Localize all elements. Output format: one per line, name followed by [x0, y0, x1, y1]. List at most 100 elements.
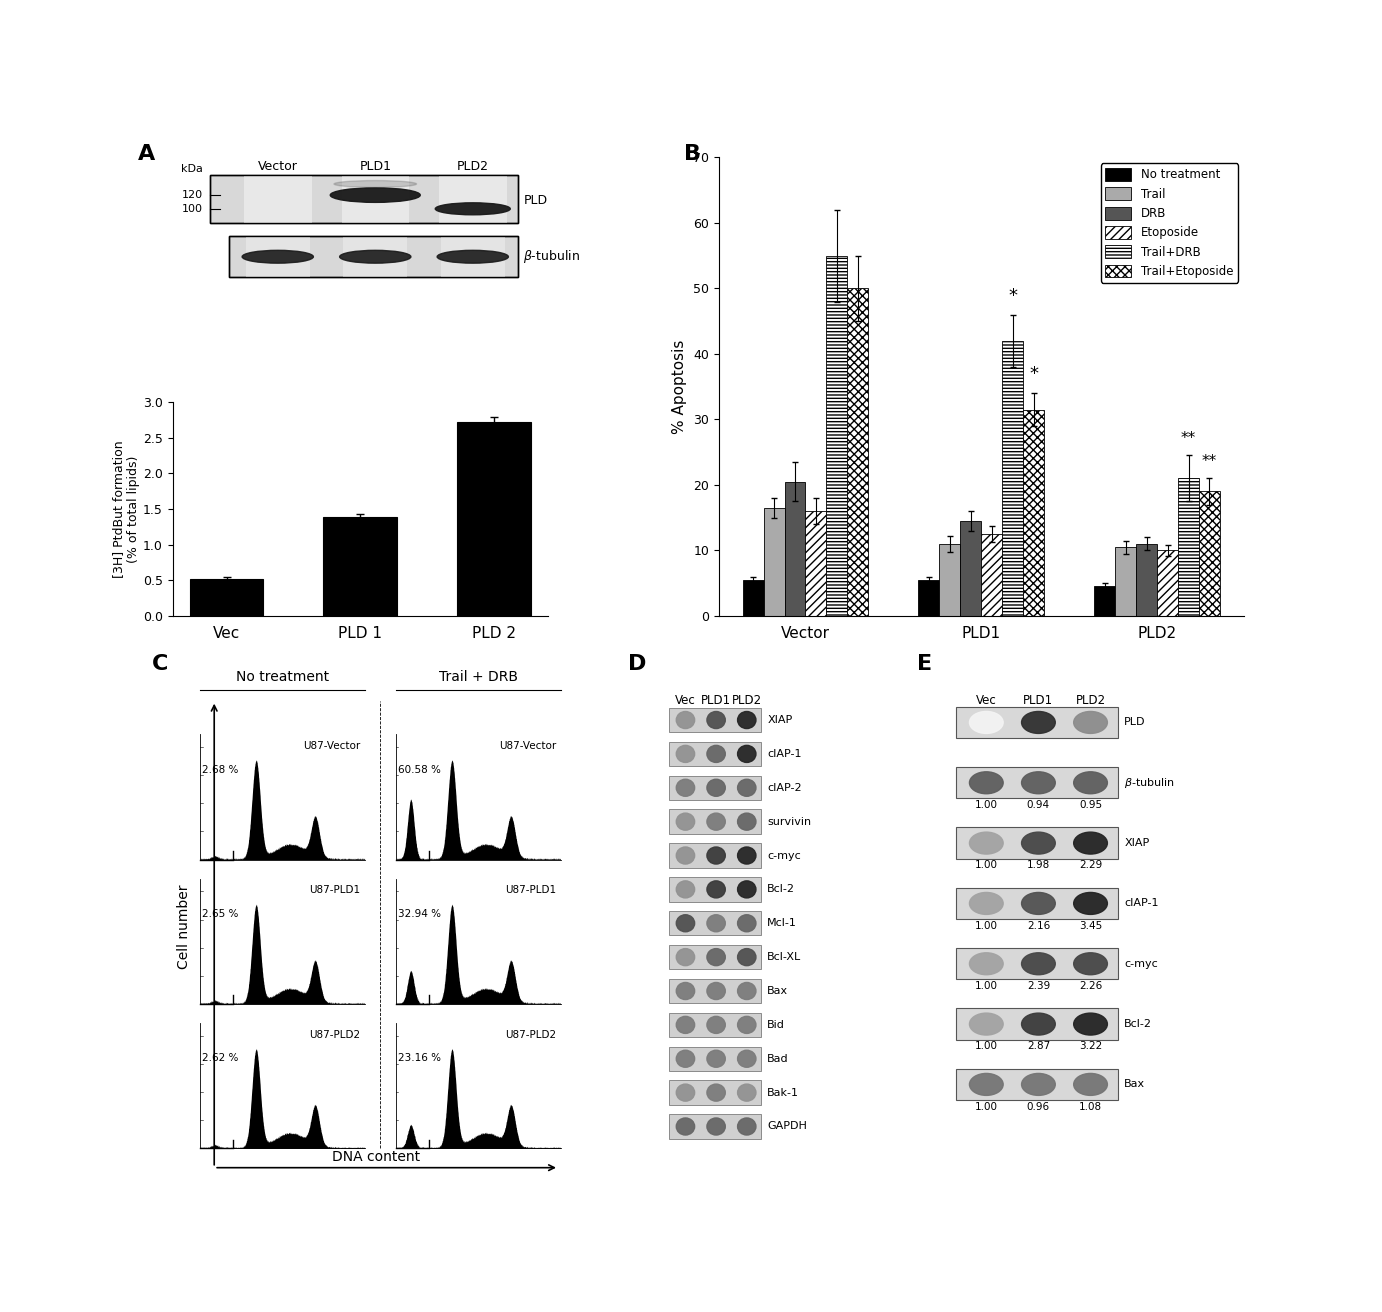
- Bar: [323, 517, 397, 615]
- Ellipse shape: [1074, 892, 1107, 914]
- Text: Bcl-2: Bcl-2: [767, 884, 795, 895]
- Bar: [1115, 547, 1136, 615]
- Ellipse shape: [969, 892, 1003, 914]
- Ellipse shape: [708, 1084, 726, 1101]
- Text: *: *: [1030, 365, 1038, 383]
- Legend: No treatment, Trail, DRB, Etoposide, Trail+DRB, Trail+Etoposide: No treatment, Trail, DRB, Etoposide, Tra…: [1100, 163, 1238, 282]
- Ellipse shape: [1074, 711, 1107, 733]
- FancyBboxPatch shape: [669, 1047, 761, 1071]
- Text: 120: 120: [181, 190, 203, 201]
- Ellipse shape: [708, 880, 726, 897]
- FancyBboxPatch shape: [246, 236, 310, 277]
- Text: PLD1: PLD1: [701, 694, 731, 707]
- Ellipse shape: [708, 745, 726, 762]
- Ellipse shape: [738, 848, 756, 865]
- Text: *: *: [1009, 287, 1017, 304]
- Text: cIAP-2: cIAP-2: [767, 783, 802, 792]
- Ellipse shape: [676, 949, 695, 966]
- FancyBboxPatch shape: [669, 945, 761, 970]
- FancyBboxPatch shape: [669, 1114, 761, 1139]
- Ellipse shape: [969, 771, 1003, 794]
- Text: 3.45: 3.45: [1079, 921, 1103, 930]
- FancyBboxPatch shape: [669, 708, 761, 732]
- Ellipse shape: [1021, 1013, 1056, 1035]
- Ellipse shape: [708, 949, 726, 966]
- FancyBboxPatch shape: [669, 1013, 761, 1036]
- Ellipse shape: [330, 188, 420, 202]
- Bar: [1200, 492, 1220, 615]
- FancyBboxPatch shape: [956, 1069, 1118, 1099]
- Text: Cell number: Cell number: [177, 884, 191, 970]
- Text: Bcl-XL: Bcl-XL: [767, 953, 802, 962]
- Text: 2.26: 2.26: [1079, 981, 1103, 991]
- Text: 1.00: 1.00: [974, 1042, 998, 1051]
- Text: c-myc: c-myc: [767, 850, 802, 861]
- Ellipse shape: [738, 1050, 756, 1067]
- Text: Trail + DRB: Trail + DRB: [438, 669, 518, 684]
- Text: Vector: Vector: [258, 160, 297, 173]
- Ellipse shape: [708, 1017, 726, 1034]
- FancyBboxPatch shape: [210, 174, 518, 223]
- Text: Vec: Vec: [674, 694, 695, 707]
- Text: **: **: [1180, 430, 1197, 446]
- Bar: [919, 580, 940, 615]
- Ellipse shape: [738, 1084, 756, 1101]
- Y-axis label: [3H] PtdBut formation
(% of total lipids): [3H] PtdBut formation (% of total lipids…: [112, 440, 140, 577]
- Bar: [1002, 341, 1023, 615]
- Bar: [457, 422, 531, 615]
- Ellipse shape: [242, 251, 314, 264]
- Bar: [1157, 550, 1177, 615]
- Ellipse shape: [738, 1017, 756, 1034]
- Text: Bax: Bax: [767, 987, 788, 996]
- Text: 1.00: 1.00: [974, 800, 998, 810]
- Bar: [806, 512, 826, 615]
- Ellipse shape: [1021, 892, 1056, 914]
- Text: PLD: PLD: [524, 194, 547, 207]
- Ellipse shape: [676, 880, 695, 897]
- Bar: [1177, 479, 1200, 615]
- Ellipse shape: [1021, 832, 1056, 854]
- Bar: [1023, 409, 1043, 615]
- Text: survivin: survivin: [767, 816, 811, 827]
- Text: **: **: [1202, 454, 1218, 468]
- Text: U87-PLD1: U87-PLD1: [310, 886, 361, 895]
- Text: 1.00: 1.00: [974, 861, 998, 870]
- Ellipse shape: [708, 914, 726, 932]
- Text: 2.39: 2.39: [1027, 981, 1050, 991]
- Ellipse shape: [738, 711, 756, 728]
- Text: 60.58 %: 60.58 %: [398, 765, 441, 774]
- Ellipse shape: [1021, 1073, 1056, 1096]
- FancyBboxPatch shape: [956, 768, 1118, 799]
- Text: E: E: [916, 653, 931, 673]
- Ellipse shape: [1021, 711, 1056, 733]
- Text: 2.68 %: 2.68 %: [202, 765, 238, 774]
- Text: U87-PLD2: U87-PLD2: [506, 1030, 557, 1039]
- Y-axis label: % Apoptosis: % Apoptosis: [673, 340, 687, 434]
- Ellipse shape: [738, 949, 756, 966]
- Bar: [1095, 586, 1115, 615]
- Ellipse shape: [708, 711, 726, 728]
- FancyBboxPatch shape: [956, 707, 1118, 739]
- Ellipse shape: [969, 832, 1003, 854]
- Ellipse shape: [738, 1118, 756, 1135]
- FancyBboxPatch shape: [669, 979, 761, 1004]
- Ellipse shape: [969, 1073, 1003, 1096]
- FancyBboxPatch shape: [245, 174, 311, 223]
- Text: Mcl-1: Mcl-1: [767, 918, 797, 929]
- Text: 1.00: 1.00: [974, 981, 998, 991]
- Text: 3.22: 3.22: [1079, 1042, 1103, 1051]
- Text: kDa: kDa: [181, 164, 203, 174]
- Text: PLD: PLD: [1124, 718, 1146, 727]
- Text: No treatment: No treatment: [236, 669, 329, 684]
- Ellipse shape: [969, 953, 1003, 975]
- Text: PLD2: PLD2: [457, 160, 489, 173]
- Text: 1.00: 1.00: [974, 921, 998, 930]
- Ellipse shape: [708, 1050, 726, 1067]
- FancyBboxPatch shape: [669, 911, 761, 935]
- Ellipse shape: [435, 203, 510, 215]
- Ellipse shape: [676, 1050, 695, 1067]
- Text: Bcl-2: Bcl-2: [1124, 1019, 1153, 1029]
- FancyBboxPatch shape: [956, 949, 1118, 980]
- Ellipse shape: [676, 779, 695, 796]
- Text: PLD2: PLD2: [731, 694, 761, 707]
